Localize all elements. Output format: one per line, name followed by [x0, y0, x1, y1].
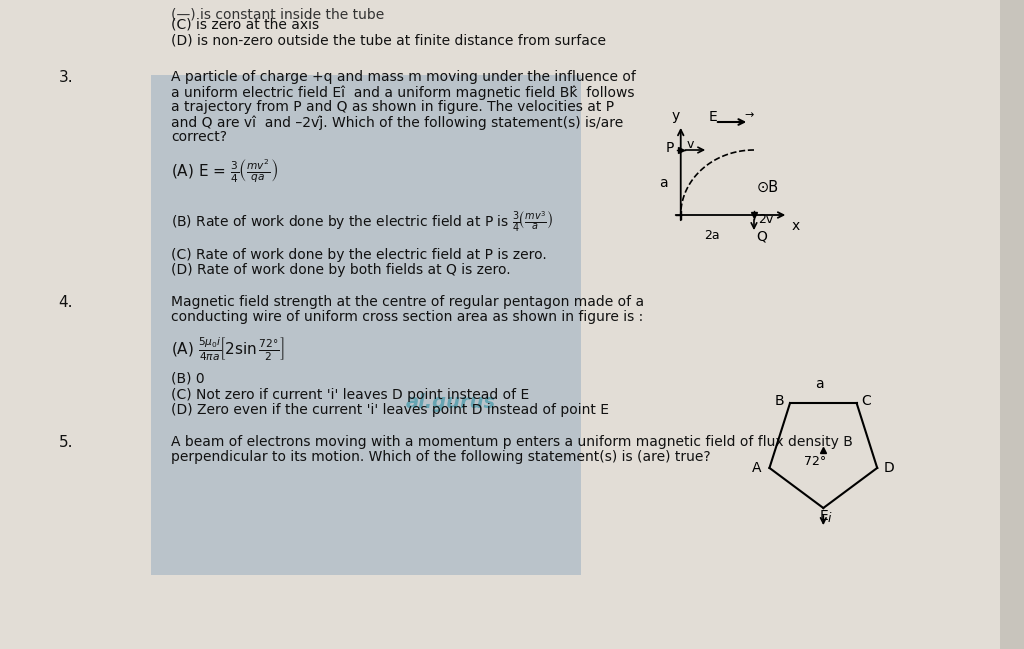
Text: Q: Q: [756, 229, 767, 243]
Text: a: a: [658, 176, 668, 190]
Text: x: x: [792, 219, 800, 233]
Text: i: i: [827, 511, 830, 524]
Text: 3.: 3.: [58, 70, 74, 85]
Text: y: y: [672, 109, 680, 123]
Text: A beam of electrons moving with a momentum p enters a uniform magnetic field of : A beam of electrons moving with a moment…: [171, 435, 853, 449]
Text: →: →: [744, 110, 754, 120]
Text: (A) $\frac{5\mu_0 i}{4\pi a}\!\left[2\sin\frac{72°}{2}\right]$: (A) $\frac{5\mu_0 i}{4\pi a}\!\left[2\si…: [171, 335, 285, 363]
Text: a uniform electric field Eî  and a uniform magnetic field Bk̂  follows: a uniform electric field Eî and a unifor…: [171, 85, 635, 99]
Text: P: P: [666, 141, 675, 155]
Text: E: E: [709, 110, 718, 124]
Text: (D) Rate of work done by both fields at Q is zero.: (D) Rate of work done by both fields at …: [171, 263, 511, 277]
Text: E: E: [819, 509, 828, 523]
Text: ⊙B: ⊙B: [757, 180, 779, 195]
Text: (A) E = $\frac{3}{4}\left(\frac{mv^2}{qa}\right)$: (A) E = $\frac{3}{4}\left(\frac{mv^2}{qa…: [171, 158, 279, 186]
Text: conducting wire of uniform cross section area as shown in figure is :: conducting wire of uniform cross section…: [171, 310, 643, 324]
Text: (C) Rate of work done by the electric field at P is zero.: (C) Rate of work done by the electric fi…: [171, 248, 547, 262]
Text: D: D: [884, 461, 895, 475]
Text: (B) 0: (B) 0: [171, 372, 205, 386]
Text: and Q are vî  and –2vĵ. Which of the following statement(s) is/are: and Q are vî and –2vĵ. Which of the fol…: [171, 115, 624, 130]
Text: (B) Rate of work done by the electric field at P is $\frac{3}{4}\!\left(\frac{mv: (B) Rate of work done by the electric fi…: [171, 210, 553, 234]
Text: 5.: 5.: [58, 435, 73, 450]
Text: Magnetic field strength at the centre of regular pentagon made of a: Magnetic field strength at the centre of…: [171, 295, 644, 309]
Text: B: B: [774, 394, 784, 408]
Text: perpendicular to its motion. Which of the following statement(s) is (are) true?: perpendicular to its motion. Which of th…: [171, 450, 711, 464]
Text: A particle of charge +q and mass m moving under the influence of: A particle of charge +q and mass m movin…: [171, 70, 636, 84]
Text: (C) is zero at the axis: (C) is zero at the axis: [171, 18, 319, 32]
Text: (D) Zero even if the current 'i' leaves point D instead of point E: (D) Zero even if the current 'i' leaves …: [171, 403, 609, 417]
Text: (C) Not zero if current 'i' leaves D point instead of E: (C) Not zero if current 'i' leaves D poi…: [171, 388, 529, 402]
Text: C: C: [861, 394, 871, 408]
Text: 2a: 2a: [705, 229, 720, 242]
Text: (D) is non-zero outside the tube at finite distance from surface: (D) is non-zero outside the tube at fini…: [171, 34, 606, 48]
Text: 72°: 72°: [805, 455, 826, 468]
Text: A: A: [752, 461, 762, 475]
Text: a: a: [815, 377, 823, 391]
Text: 4.: 4.: [58, 295, 73, 310]
Text: al.gurus: al.gurus: [406, 393, 496, 412]
Text: v: v: [687, 138, 694, 151]
Text: correct?: correct?: [171, 130, 227, 144]
Text: a trajectory from P and Q as shown in figure. The velocities at P: a trajectory from P and Q as shown in fi…: [171, 100, 614, 114]
Bar: [152, 75, 581, 575]
Text: 2v: 2v: [758, 213, 773, 226]
Text: (—) is constant inside the tube: (—) is constant inside the tube: [171, 8, 384, 22]
